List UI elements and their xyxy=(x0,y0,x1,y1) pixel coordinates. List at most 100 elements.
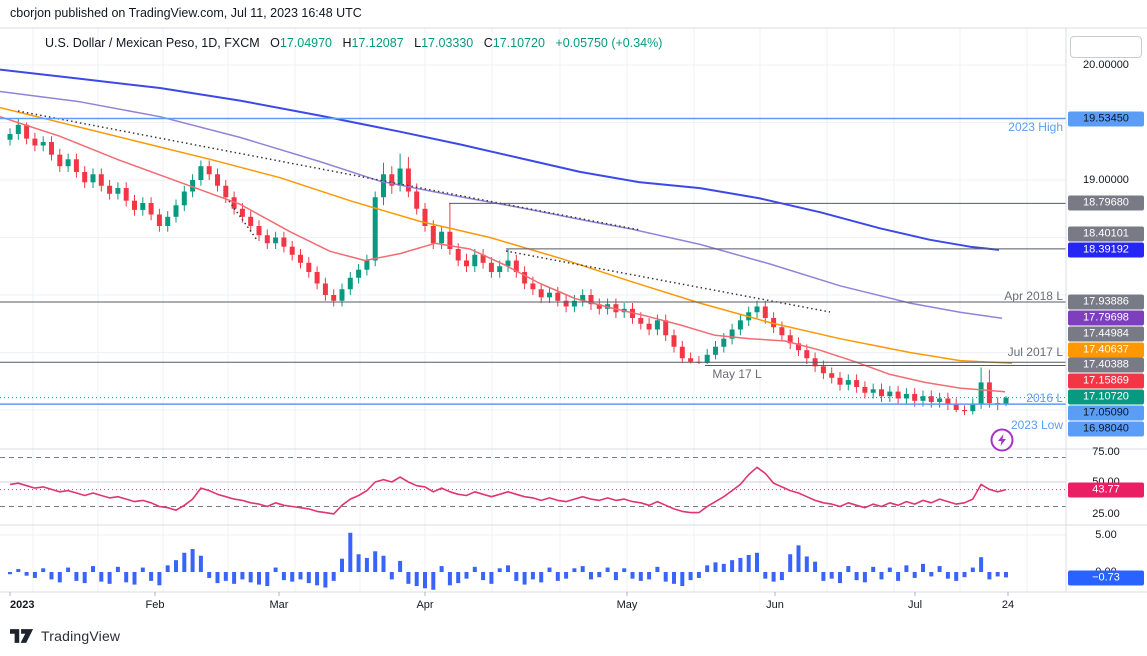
histogram-bar xyxy=(987,572,992,580)
price-axis-tick: 5.00 xyxy=(1095,529,1117,541)
candle-body xyxy=(190,180,196,192)
histogram-bar xyxy=(423,572,427,589)
histogram-bar xyxy=(456,572,461,584)
rsi-line xyxy=(9,466,1007,515)
price-label: 17.79698 xyxy=(1068,310,1144,326)
candle-body xyxy=(165,216,171,226)
high-label: H xyxy=(342,36,352,50)
histogram-bar xyxy=(613,572,618,581)
time-axis-label: 24 xyxy=(1001,599,1015,611)
low-label: L xyxy=(414,36,422,50)
histogram-bar xyxy=(331,572,336,581)
time-axis-label: Apr xyxy=(416,599,434,611)
candle-body xyxy=(580,295,586,301)
histogram-bar xyxy=(813,561,818,572)
candle-body xyxy=(339,289,345,301)
candle-body xyxy=(472,254,478,267)
price-label: 18.39192 xyxy=(1068,242,1144,258)
candle-body xyxy=(962,410,967,412)
candle-body xyxy=(663,320,669,336)
candle-body xyxy=(364,260,370,270)
candle-body xyxy=(638,318,644,324)
price-label: 17.40637 xyxy=(1068,342,1144,358)
histogram-bar xyxy=(539,572,544,583)
price-label: 18.79680 xyxy=(1068,195,1144,211)
histogram-bar xyxy=(315,572,320,586)
histogram-bar xyxy=(107,572,112,584)
histogram-bar xyxy=(672,572,676,584)
histogram-bar xyxy=(356,554,361,572)
candle-body xyxy=(870,389,876,393)
candle-body xyxy=(372,197,378,261)
candle-body xyxy=(903,393,909,399)
candle-body xyxy=(115,188,121,194)
histogram-bar xyxy=(472,566,477,572)
histogram-bar xyxy=(547,567,552,572)
candle-body xyxy=(57,154,63,167)
time-axis-label: Feb xyxy=(145,599,165,611)
histogram-bar xyxy=(530,572,535,580)
histogram-bar xyxy=(232,572,237,584)
trendline-jan-mar-highs xyxy=(17,110,641,231)
candle-body xyxy=(306,262,312,272)
candle-body xyxy=(912,393,918,401)
candle-body xyxy=(289,246,295,255)
candle-body xyxy=(654,320,660,330)
candle-body xyxy=(98,174,104,186)
histogram-bar xyxy=(854,572,859,581)
candle-body xyxy=(381,174,386,198)
histogram-bar xyxy=(481,572,486,581)
histogram-bar xyxy=(248,572,253,583)
candle-body xyxy=(937,398,943,402)
candle-body xyxy=(829,373,835,378)
candle-body xyxy=(928,396,934,402)
histogram-bar xyxy=(398,560,403,572)
histogram-bar xyxy=(165,565,170,572)
price-label: 43.77 xyxy=(1068,482,1144,498)
time-axis-label: Jul xyxy=(907,599,923,611)
histogram-bar xyxy=(182,552,187,572)
candle-body xyxy=(721,338,727,347)
candle-body xyxy=(447,231,453,249)
histogram-bar xyxy=(207,572,212,578)
candle-body xyxy=(15,124,21,134)
histogram-bar xyxy=(954,572,959,581)
candle-body xyxy=(347,277,353,290)
histogram-bar xyxy=(298,572,303,580)
candle-body xyxy=(588,295,594,305)
histogram-bar xyxy=(464,572,469,579)
histogram-bar xyxy=(497,568,502,572)
candle-body xyxy=(132,200,137,210)
histogram-bar xyxy=(696,572,701,578)
price-label: −0.73 xyxy=(1068,570,1144,586)
candle-body xyxy=(804,350,810,359)
candle-body xyxy=(414,191,420,209)
candle-body xyxy=(1003,397,1009,405)
candle-body xyxy=(73,159,79,172)
candle-body xyxy=(563,300,569,307)
candle-body xyxy=(405,168,411,192)
candle-body xyxy=(439,231,445,244)
histogram-bar xyxy=(489,572,494,584)
histogram-bar xyxy=(32,572,37,578)
candle-body xyxy=(854,380,860,387)
candle-body xyxy=(40,142,46,146)
candle-body xyxy=(530,283,536,290)
histogram-bar xyxy=(721,563,726,572)
symbol-legend[interactable]: U.S. Dollar / Mexican Peso, 1D, FXCM O17… xyxy=(45,36,662,50)
candle-body xyxy=(198,166,204,180)
publish-header: cborjon published on TradingView.com, Ju… xyxy=(10,6,362,20)
candle-body xyxy=(837,377,843,385)
histogram-bar xyxy=(597,572,602,578)
histogram-bar xyxy=(555,572,560,581)
time-axis-label: Jun xyxy=(766,599,784,611)
price-label: 17.10720 xyxy=(1068,389,1144,405)
candle-body xyxy=(156,214,162,226)
histogram-bar xyxy=(265,572,270,587)
histogram-bar xyxy=(406,572,411,584)
candle-body xyxy=(538,289,544,298)
candle-body xyxy=(729,329,735,339)
candle-body xyxy=(596,304,602,309)
candle-body xyxy=(497,266,503,272)
